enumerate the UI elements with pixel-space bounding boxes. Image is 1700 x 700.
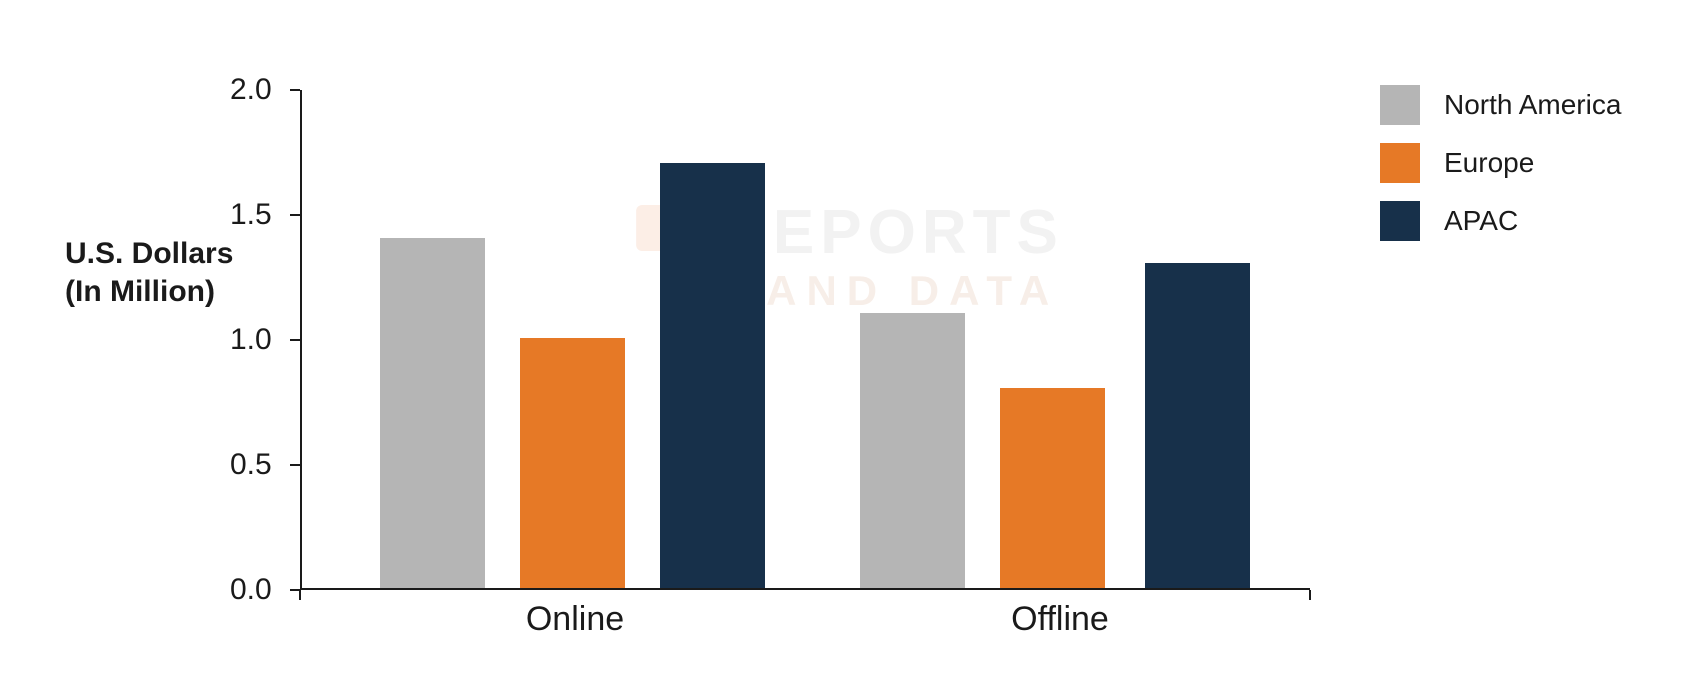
bar	[860, 313, 965, 588]
x-category-label: Offline	[1011, 600, 1109, 639]
legend-item-north-america: North America	[1380, 85, 1621, 125]
legend-label: Europe	[1444, 147, 1534, 179]
y-tick-mark	[290, 464, 300, 466]
legend: North America Europe APAC	[1380, 85, 1621, 259]
bar	[380, 238, 485, 588]
legend-label: APAC	[1444, 205, 1518, 237]
legend-item-europe: Europe	[1380, 143, 1621, 183]
y-tick-label: 0.0	[230, 573, 272, 607]
y-axis-label-line2: (In Million)	[65, 273, 233, 311]
x-category-label: Online	[526, 600, 624, 639]
legend-swatch	[1380, 201, 1420, 241]
y-tick-label: 0.5	[230, 448, 272, 482]
legend-item-apac: APAC	[1380, 201, 1621, 241]
y-tick-mark	[290, 89, 300, 91]
y-tick-mark	[290, 214, 300, 216]
y-tick-mark	[290, 339, 300, 341]
bar	[1000, 388, 1105, 588]
x-tick-mark	[1309, 590, 1311, 600]
legend-label: North America	[1444, 89, 1621, 121]
y-axis-label-line1: U.S. Dollars	[65, 235, 233, 273]
y-tick-label: 1.5	[230, 198, 272, 232]
y-tick-label: 2.0	[230, 73, 272, 107]
legend-swatch	[1380, 143, 1420, 183]
x-axis-line	[300, 588, 1310, 590]
bar	[660, 163, 765, 588]
chart-container: REPORTS AND DATA U.S. Dollars (In Millio…	[0, 0, 1700, 700]
y-tick-label: 1.0	[230, 323, 272, 357]
y-axis-label: U.S. Dollars (In Million)	[65, 235, 233, 310]
x-tick-mark	[299, 590, 301, 600]
plot-area: 0.00.51.01.52.0 OnlineOffline	[300, 90, 1310, 590]
bar	[1145, 263, 1250, 588]
y-axis-line	[300, 90, 302, 590]
legend-swatch	[1380, 85, 1420, 125]
bar	[520, 338, 625, 588]
